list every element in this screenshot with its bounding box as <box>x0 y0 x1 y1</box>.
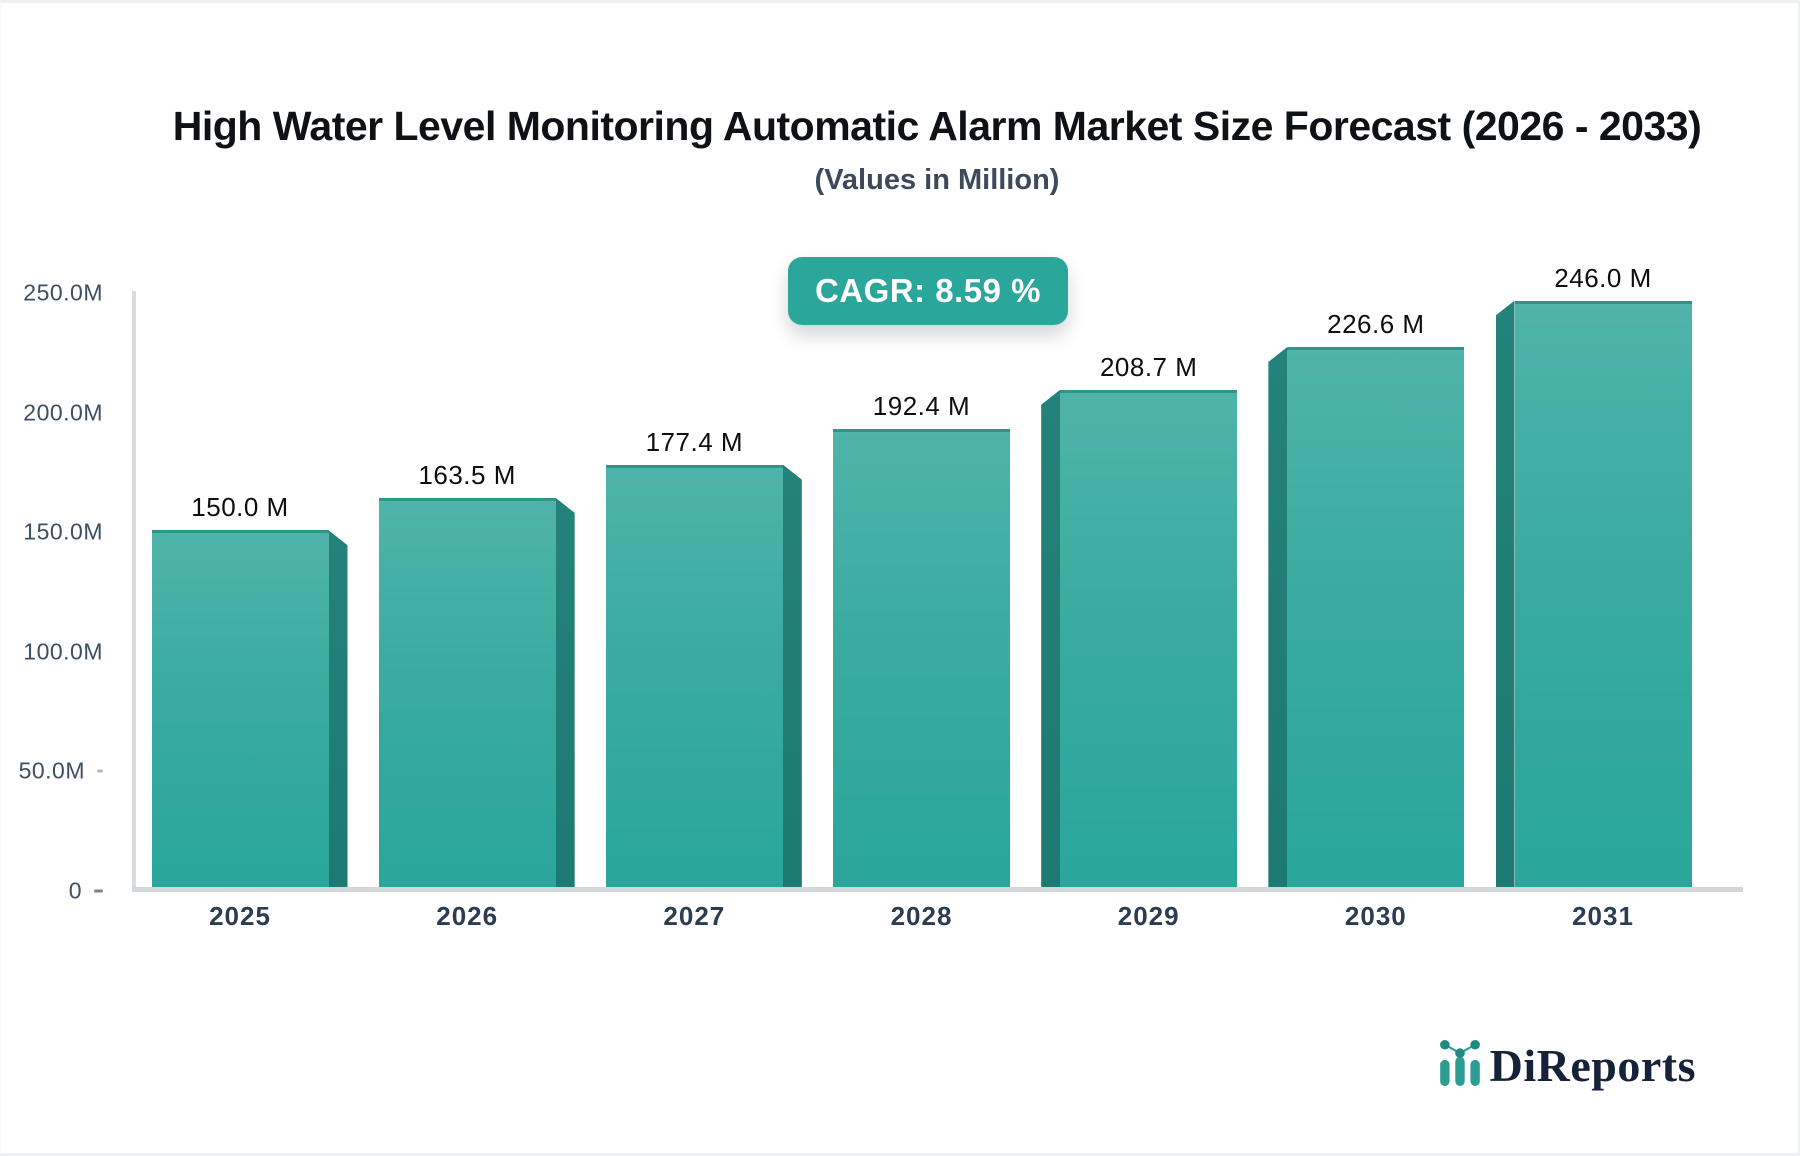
bar-side-face <box>555 497 575 889</box>
y-tick-text: 0 <box>68 877 82 904</box>
direports-logo: DiReports <box>1436 1039 1696 1089</box>
bar-2028 <box>833 428 1010 889</box>
y-axis-tick-label: 0 <box>1 878 103 905</box>
y-tick-text: 50.0M <box>18 757 85 784</box>
bar-2030 <box>1268 346 1465 889</box>
y-tick-mark <box>97 769 103 773</box>
x-axis-baseline <box>132 887 1743 892</box>
x-axis-category-label: 2028 <box>890 901 953 931</box>
chart-subtitle: (Values in Million) <box>814 164 1060 197</box>
bar-front-face <box>1287 346 1465 889</box>
y-tick-mark <box>94 889 103 893</box>
y-tick-text: 100.0M <box>23 638 103 665</box>
cagr-badge: CAGR: 8.59 % <box>788 257 1068 325</box>
bar-front-face <box>605 464 783 889</box>
bar-2027 <box>605 464 802 889</box>
y-tick-text: 250.0M <box>23 279 103 306</box>
bar-value-label: 150.0 M <box>191 492 289 523</box>
y-tick-text: 150.0M <box>23 518 103 545</box>
bar-side-face <box>1041 389 1061 889</box>
bar-2025 <box>151 530 348 889</box>
bar-side-face <box>782 464 802 889</box>
bar-chart-plot-area: 250.0M 200.0M 150.0M 100.0M 50.0M 0 150.0 M 202… <box>1 3 1798 1153</box>
bar-2026 <box>378 497 575 889</box>
y-axis-tick-label: 250.0M <box>1 280 103 307</box>
bar-2029 <box>1041 389 1238 889</box>
chart-title: High Water Level Monitoring Automatic Al… <box>172 103 1702 149</box>
y-axis-tick-label: 100.0M <box>1 638 103 665</box>
bar-front-face <box>1514 300 1692 889</box>
x-axis-category-label: 2029 <box>1117 901 1180 931</box>
x-axis-category-label: 2031 <box>1572 901 1634 931</box>
y-axis-line <box>132 291 136 892</box>
y-axis-tick-label: 50.0M <box>1 758 103 785</box>
x-axis-category-label: 2026 <box>436 901 499 931</box>
chart-header: High Water Level Monitoring Automatic Al… <box>132 3 1742 197</box>
bar-front-face <box>378 497 556 889</box>
bar-value-label: 192.4 M <box>872 390 971 421</box>
bar-side-face <box>328 530 348 889</box>
x-axis-category-label: 2030 <box>1344 901 1407 931</box>
y-axis-tick-label: 200.0M <box>1 399 103 426</box>
bar-value-label: 163.5 M <box>418 459 516 490</box>
bar-value-label: 208.7 M <box>1099 351 1198 382</box>
bar-2031 <box>1495 300 1692 889</box>
bar-side-face <box>1495 300 1515 889</box>
bar-value-label: 177.4 M <box>645 426 744 457</box>
bar-front-face <box>151 530 329 889</box>
bar-value-label: 246.0 M <box>1554 262 1652 293</box>
bar-side-face <box>1268 346 1288 889</box>
x-axis-category-label: 2027 <box>663 901 726 931</box>
mini-bar-line-chart-icon <box>1439 1039 1480 1086</box>
y-axis-tick-label: 150.0M <box>1 519 103 546</box>
bar-front-face <box>1060 389 1238 889</box>
bar-value-label: 226.6 M <box>1327 308 1425 339</box>
brand-name: DiReports <box>1489 1040 1696 1091</box>
x-axis-category-label: 2025 <box>209 901 271 931</box>
bar-front-face <box>833 428 1010 889</box>
y-tick-text: 200.0M <box>23 399 103 426</box>
